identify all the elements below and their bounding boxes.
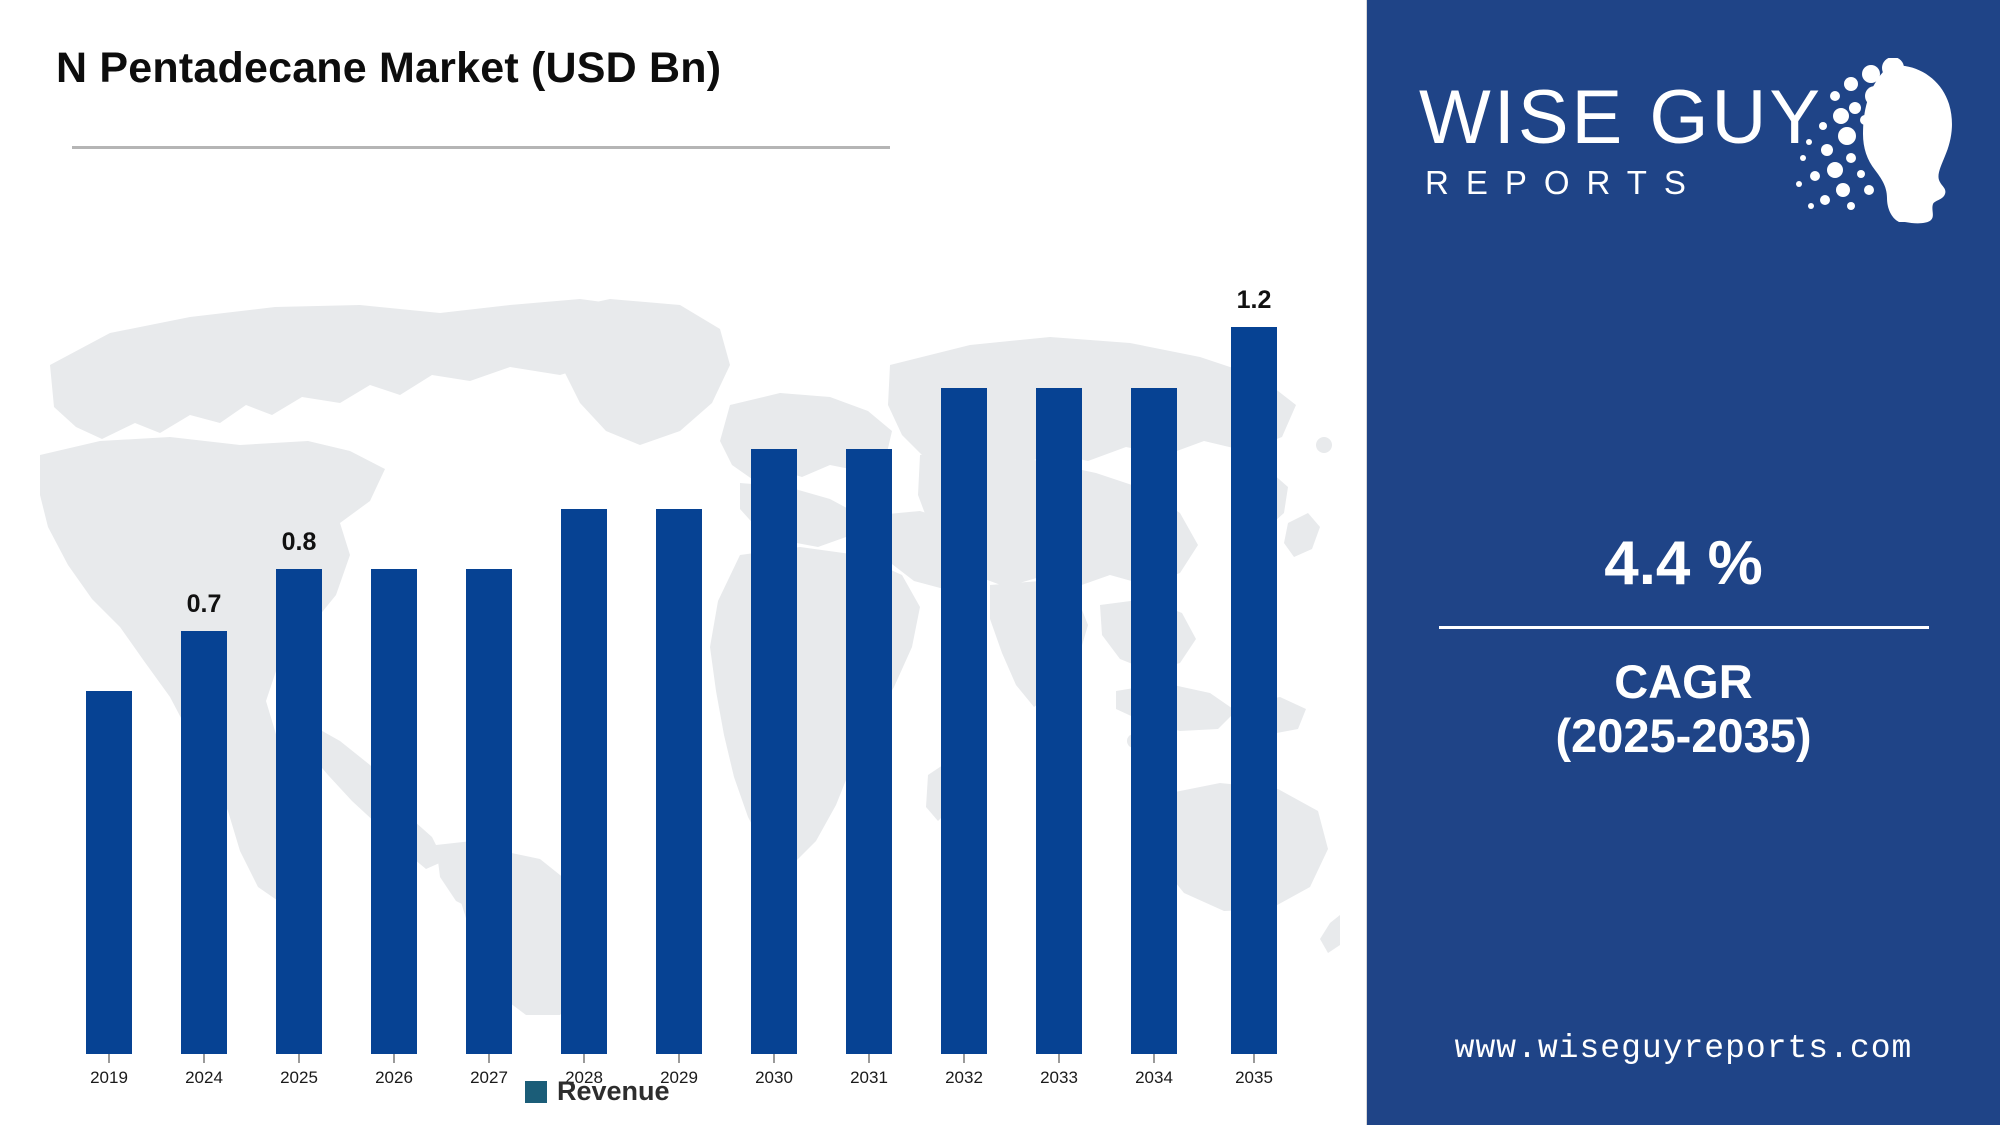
tick-2029 [678, 1054, 680, 1063]
x-label-2028: 2028 [565, 1068, 603, 1087]
x-label-2029: 2029 [660, 1068, 698, 1087]
bar-2030[interactable] [751, 449, 797, 1054]
cagr-block: 4.4 % CAGR (2025-2035) [1367, 529, 2000, 763]
bar-chart-plot: 2019 0.7 2024 0.8 2025 2026 2027 2028 [86, 286, 1277, 1087]
bar-2032[interactable] [941, 388, 987, 1054]
wiseguy-logo[interactable]: WISE GUY REPORTS [1419, 58, 1952, 224]
x-label-2032: 2032 [945, 1068, 983, 1087]
bar-value-2035: 1.2 [1236, 286, 1272, 314]
chart-legend[interactable]: Revenue [525, 1076, 670, 1107]
tick-2033 [1058, 1054, 1060, 1063]
logo-wordmark: WISE GUY [1419, 75, 1824, 160]
bar-2025[interactable] [276, 569, 322, 1054]
tick-2034 [1153, 1054, 1155, 1063]
legend-swatch-icon [525, 1080, 547, 1103]
chart-panel: N Pentadecane Market (USD Bn) 2019 0.7 2… [40, 0, 1367, 1125]
bar-2024[interactable] [181, 631, 227, 1054]
tick-2019 [108, 1054, 110, 1063]
bar-2033[interactable] [1036, 388, 1082, 1054]
x-label-2027: 2027 [470, 1068, 508, 1087]
page-title: N Pentadecane Market (USD Bn) [56, 44, 722, 92]
tick-2030 [773, 1054, 775, 1063]
x-label-2025: 2025 [280, 1068, 318, 1087]
tick-2035 [1253, 1054, 1255, 1063]
bar-2031[interactable] [846, 449, 892, 1054]
cagr-period: (2025-2035) [1555, 709, 1812, 763]
bar-value-2025: 0.8 [281, 528, 317, 556]
x-label-2026: 2026 [375, 1068, 413, 1087]
bar-2035[interactable] [1231, 327, 1277, 1054]
tick-2024 [203, 1054, 205, 1063]
bar-2034[interactable] [1131, 388, 1177, 1054]
cagr-label: CAGR [1614, 655, 1753, 709]
x-label-2033: 2033 [1040, 1068, 1078, 1087]
website-url[interactable]: www.wiseguyreports.com [1454, 1030, 1913, 1067]
dotted-head-icon [1739, 58, 1959, 226]
x-label-2019: 2019 [90, 1068, 128, 1087]
bar-2026[interactable] [371, 569, 417, 1054]
cagr-value: 4.4 % [1604, 529, 1763, 598]
brand-panel: WISE GUY REPORTS [1367, 0, 2000, 1125]
tick-2032 [963, 1054, 965, 1063]
cagr-divider [1438, 626, 1929, 630]
x-label-2035: 2035 [1235, 1068, 1273, 1087]
title-divider [72, 146, 890, 149]
tick-2031 [868, 1054, 870, 1063]
legend-label-revenue: Revenue [557, 1076, 670, 1106]
logo-subtext: REPORTS [1425, 164, 1703, 201]
bar-2027[interactable] [466, 569, 512, 1054]
bar-2029[interactable] [656, 509, 702, 1054]
x-label-2034: 2034 [1135, 1068, 1173, 1087]
tick-2026 [393, 1054, 395, 1063]
x-label-2031: 2031 [850, 1068, 888, 1087]
x-label-2024: 2024 [185, 1068, 223, 1087]
x-label-2030: 2030 [755, 1068, 793, 1087]
bar-2028[interactable] [561, 509, 607, 1054]
tick-2025 [298, 1054, 300, 1063]
tick-2027 [488, 1054, 490, 1063]
bar-2019[interactable] [86, 691, 132, 1054]
tick-2028 [583, 1054, 585, 1063]
bar-value-2024: 0.7 [186, 590, 222, 618]
